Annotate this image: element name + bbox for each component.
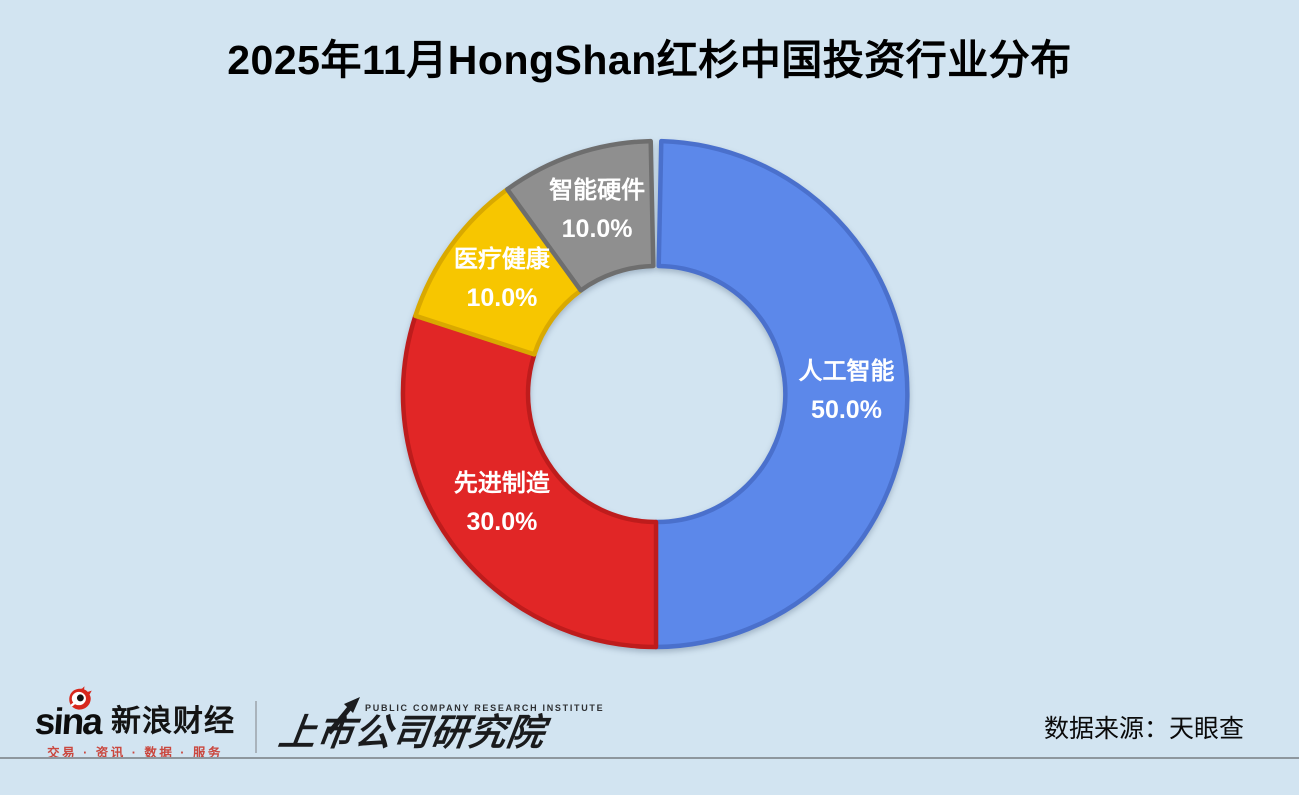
slice-label-value-3: 10.0% xyxy=(562,215,633,243)
donut-slices xyxy=(400,138,910,650)
data-source: 数据来源：天眼查 xyxy=(1043,715,1244,743)
slice-label-value-0: 50.0% xyxy=(811,396,882,424)
footer-divider xyxy=(255,701,258,753)
slice-label-name-3: 智能硬件 xyxy=(549,176,645,204)
institute-logo: PUBLIC COMPANY RESEARCH INSTITUTE 上市公司研究… xyxy=(276,697,605,753)
pie-slice-1 xyxy=(400,313,659,650)
sina-finance-name: 新浪财经 xyxy=(111,704,236,738)
slice-label-value-1: 30.0% xyxy=(466,508,537,536)
institute-name-en: PUBLIC COMPANY RESEARCH INSTITUTE xyxy=(365,703,605,713)
brand-area: sina 新浪财经 交易 · 资讯 · 数据 · 服务 PUBLIC COMPA… xyxy=(33,686,605,762)
rising-arrow-icon xyxy=(323,695,365,740)
pie-slice-0 xyxy=(653,138,910,650)
slice-label-name-1: 先进制造 xyxy=(454,470,550,497)
slice-label-name-0: 人工智能 xyxy=(799,357,895,385)
sina-tagline: 交易 · 资讯 · 数据 · 服务 xyxy=(47,746,223,761)
footer-rule xyxy=(0,757,1299,759)
footer: sina 新浪财经 交易 · 资讯 · 数据 · 服务 PUBLIC COMPA… xyxy=(0,686,1299,795)
pie-slice-3 xyxy=(505,138,656,293)
page-title: 2025年11月HongShan红杉中国投资行业分布 xyxy=(227,37,1072,83)
slice-label-name-2: 医疗健康 xyxy=(454,245,551,273)
sina-wordmark: sina xyxy=(33,700,103,742)
sina-finance-logo: sina 新浪财经 交易 · 资讯 · 数据 · 服务 xyxy=(33,686,236,762)
institute-name-cn: 上市公司研究院 xyxy=(276,712,548,753)
slice-label-value-2: 10.0% xyxy=(466,284,537,312)
sina-eye-icon xyxy=(65,685,95,718)
